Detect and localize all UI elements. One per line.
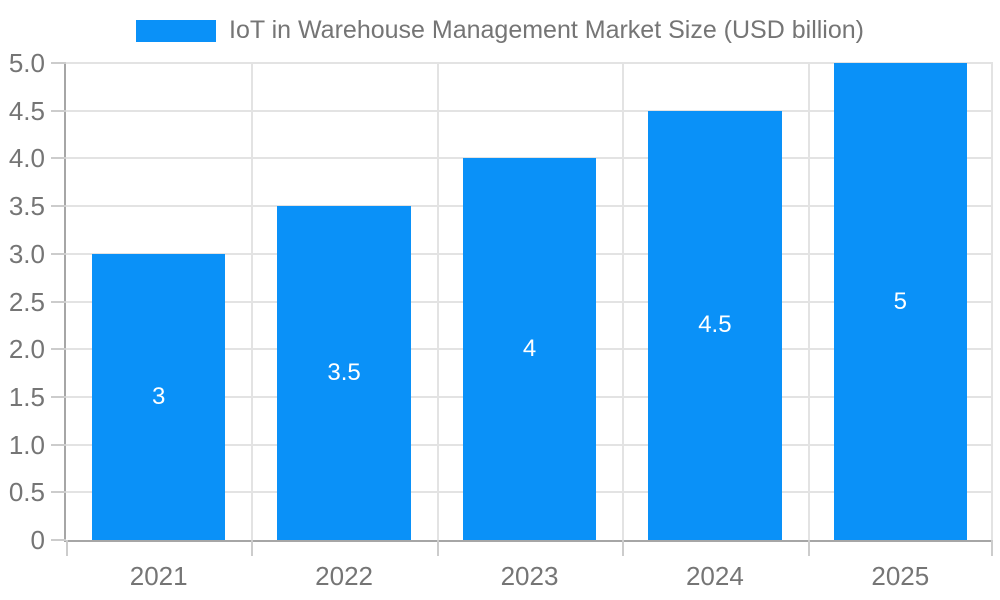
y-tick-mark xyxy=(51,300,66,303)
legend-item[interactable]: IoT in Warehouse Management Market Size … xyxy=(136,16,864,45)
legend: IoT in Warehouse Management Market Size … xyxy=(0,16,1000,45)
x-tick-label: 2025 xyxy=(871,561,930,591)
x-tick-mark xyxy=(436,540,439,556)
x-tick-mark xyxy=(991,540,993,556)
gridline-vertical xyxy=(991,63,993,540)
y-tick-mark xyxy=(51,443,66,446)
x-tick-label: 2022 xyxy=(315,561,374,591)
y-tick-mark xyxy=(51,252,66,255)
y-tick-label: 1.0 xyxy=(8,429,45,460)
y-tick-mark xyxy=(51,539,66,541)
y-tick-mark xyxy=(51,157,66,160)
x-tick-mark xyxy=(622,540,625,556)
y-tick-label: 2.0 xyxy=(8,334,45,365)
bar-2023[interactable]: 4 xyxy=(462,158,597,540)
gridline-horizontal xyxy=(66,109,993,112)
bar-value-label: 3.5 xyxy=(327,359,361,387)
y-tick-label: 4.5 xyxy=(8,95,45,126)
y-tick-mark xyxy=(51,205,66,208)
gridline-vertical xyxy=(436,63,439,540)
gridline-vertical xyxy=(251,63,254,540)
gridline-vertical xyxy=(622,63,625,540)
y-tick-label: 5.0 xyxy=(8,48,45,78)
bar-2021[interactable]: 3 xyxy=(91,253,226,540)
legend-swatch xyxy=(136,19,216,42)
x-tick-mark xyxy=(807,540,810,556)
y-tick-label: 4.0 xyxy=(8,143,45,174)
x-tick-label: 2021 xyxy=(129,561,188,591)
y-tick-mark xyxy=(51,395,66,398)
gridline-horizontal xyxy=(66,62,993,64)
bar-2025[interactable]: 5 xyxy=(833,63,968,540)
y-tick-label: 1.5 xyxy=(8,381,45,412)
y-tick-mark xyxy=(51,109,66,112)
bar-2022[interactable]: 3.5 xyxy=(277,206,411,540)
y-tick-mark xyxy=(51,491,66,494)
gridline-horizontal xyxy=(66,157,993,160)
y-tick-label: 2.5 xyxy=(8,286,45,317)
x-tick-mark xyxy=(251,540,254,556)
x-tick-label: 2024 xyxy=(685,561,744,591)
y-tick-label: 3.5 xyxy=(8,191,45,222)
gridline-vertical xyxy=(807,63,810,540)
y-tick-label: 0 xyxy=(30,525,45,555)
bar-value-label: 3 xyxy=(152,382,166,410)
plot-area: 0 0.5 1.0 1.5 2.0 2.5 3.0 3.5 4.0 4.5 5.0 2021 2022 2… xyxy=(9,49,993,590)
y-tick-mark xyxy=(51,348,66,351)
x-tick-mark xyxy=(66,540,68,556)
bar-value-label: 5 xyxy=(893,287,907,315)
legend-label: IoT in Warehouse Management Market Size … xyxy=(229,16,864,44)
y-tick-label: 3.0 xyxy=(8,238,45,269)
x-tick-label: 2023 xyxy=(500,561,559,591)
bar-2024[interactable]: 4.5 xyxy=(648,110,782,540)
bar-value-label: 4 xyxy=(522,335,537,363)
y-tick-label: 0.5 xyxy=(8,477,45,508)
y-tick-mark xyxy=(51,62,66,64)
bar-value-label: 4.5 xyxy=(698,311,732,339)
